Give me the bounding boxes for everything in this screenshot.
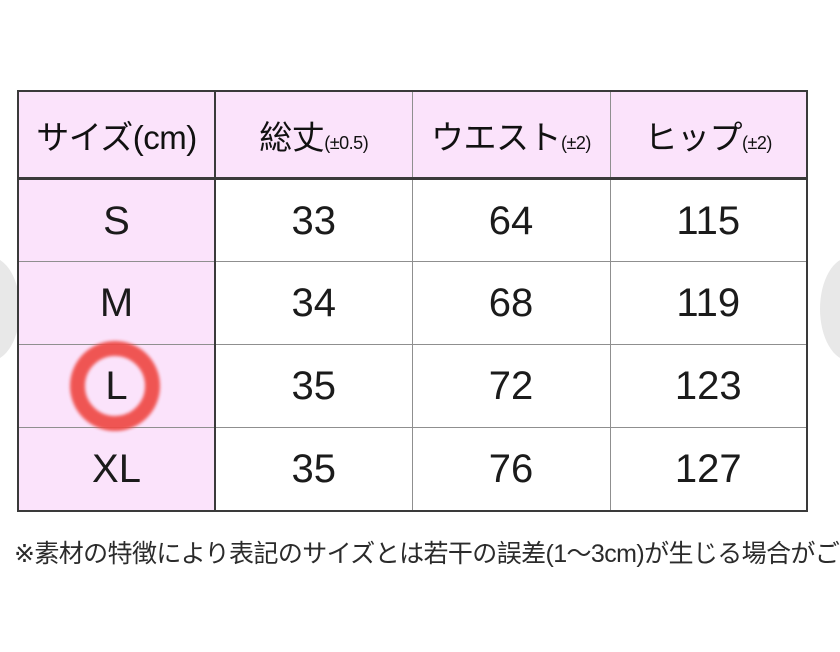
cell-hip-xl: 127 bbox=[610, 427, 807, 511]
column-header-waist-tolerance: (±2) bbox=[561, 132, 591, 153]
size-label: L bbox=[105, 364, 128, 408]
waist-value: 64 bbox=[488, 198, 534, 243]
size-chart: サイズ(cm) 総丈(±0.5) ウエスト(±2) ヒップ(±2) S bbox=[17, 90, 808, 512]
waist-value: 76 bbox=[488, 446, 534, 491]
column-header-hip-label: ヒップ bbox=[644, 118, 743, 156]
column-header-hip: ヒップ(±2) bbox=[610, 91, 807, 180]
column-header-length-label: 総丈 bbox=[259, 118, 325, 156]
size-label: XL bbox=[92, 446, 141, 491]
carousel-next-button[interactable] bbox=[820, 257, 840, 361]
column-header-waist-label: ウエスト bbox=[431, 118, 562, 156]
size-disclaimer-note: ※素材の特徴により表記のサイズとは若干の誤差(1〜3cm)が生じる場合がございま… bbox=[14, 540, 840, 568]
column-header-length: 総丈(±0.5) bbox=[215, 91, 413, 180]
cell-waist-l: 72 bbox=[412, 344, 611, 428]
column-header-size: サイズ(cm) bbox=[18, 91, 216, 180]
table-body: S 33 64 115 M 34 6 bbox=[18, 178, 807, 511]
waist-value: 68 bbox=[488, 281, 534, 325]
size-table: サイズ(cm) 総丈(±0.5) ウエスト(±2) ヒップ(±2) S bbox=[17, 90, 808, 512]
cell-waist-m: 68 bbox=[412, 261, 611, 345]
hip-value: 119 bbox=[676, 281, 741, 325]
cell-length-l: 35 bbox=[215, 344, 413, 428]
cell-size-xl: XL bbox=[18, 427, 216, 511]
cell-length-xl: 35 bbox=[215, 427, 413, 511]
size-label: M bbox=[99, 281, 134, 325]
cell-hip-l: 123 bbox=[610, 344, 807, 428]
cell-size-s: S bbox=[18, 178, 216, 262]
hip-value: 123 bbox=[674, 364, 742, 408]
cell-size-m: M bbox=[18, 261, 216, 345]
length-value: 34 bbox=[291, 281, 337, 325]
table-row: S 33 64 115 bbox=[18, 178, 807, 262]
cell-length-m: 34 bbox=[215, 261, 413, 345]
cell-waist-s: 64 bbox=[412, 178, 611, 262]
column-header-waist: ウエスト(±2) bbox=[412, 91, 611, 180]
cell-hip-m: 119 bbox=[610, 261, 807, 345]
cell-waist-xl: 76 bbox=[412, 427, 611, 511]
cell-size-l: L bbox=[18, 341, 216, 431]
cell-length-s: 33 bbox=[215, 178, 413, 262]
table-row: L 35 72 123 bbox=[18, 341, 807, 431]
hip-value: 127 bbox=[674, 446, 742, 491]
length-value: 35 bbox=[291, 364, 337, 408]
length-value: 33 bbox=[291, 198, 337, 243]
column-header-length-tolerance: (±0.5) bbox=[324, 132, 369, 153]
waist-value: 72 bbox=[488, 364, 534, 408]
hip-value: 115 bbox=[676, 198, 741, 243]
carousel-prev-button[interactable] bbox=[0, 257, 20, 361]
column-header-size-label: サイズ(cm) bbox=[36, 118, 197, 156]
size-label: S bbox=[103, 198, 130, 243]
table-header-row: サイズ(cm) 総丈(±0.5) ウエスト(±2) ヒップ(±2) bbox=[18, 91, 807, 180]
cell-hip-s: 115 bbox=[610, 178, 807, 262]
table-row: M 34 68 119 bbox=[18, 261, 807, 345]
column-header-hip-tolerance: (±2) bbox=[742, 132, 772, 153]
length-value: 35 bbox=[291, 446, 337, 491]
table-header: サイズ(cm) 総丈(±0.5) ウエスト(±2) ヒップ(±2) bbox=[18, 91, 807, 180]
table-row: XL 35 76 127 bbox=[18, 427, 807, 511]
